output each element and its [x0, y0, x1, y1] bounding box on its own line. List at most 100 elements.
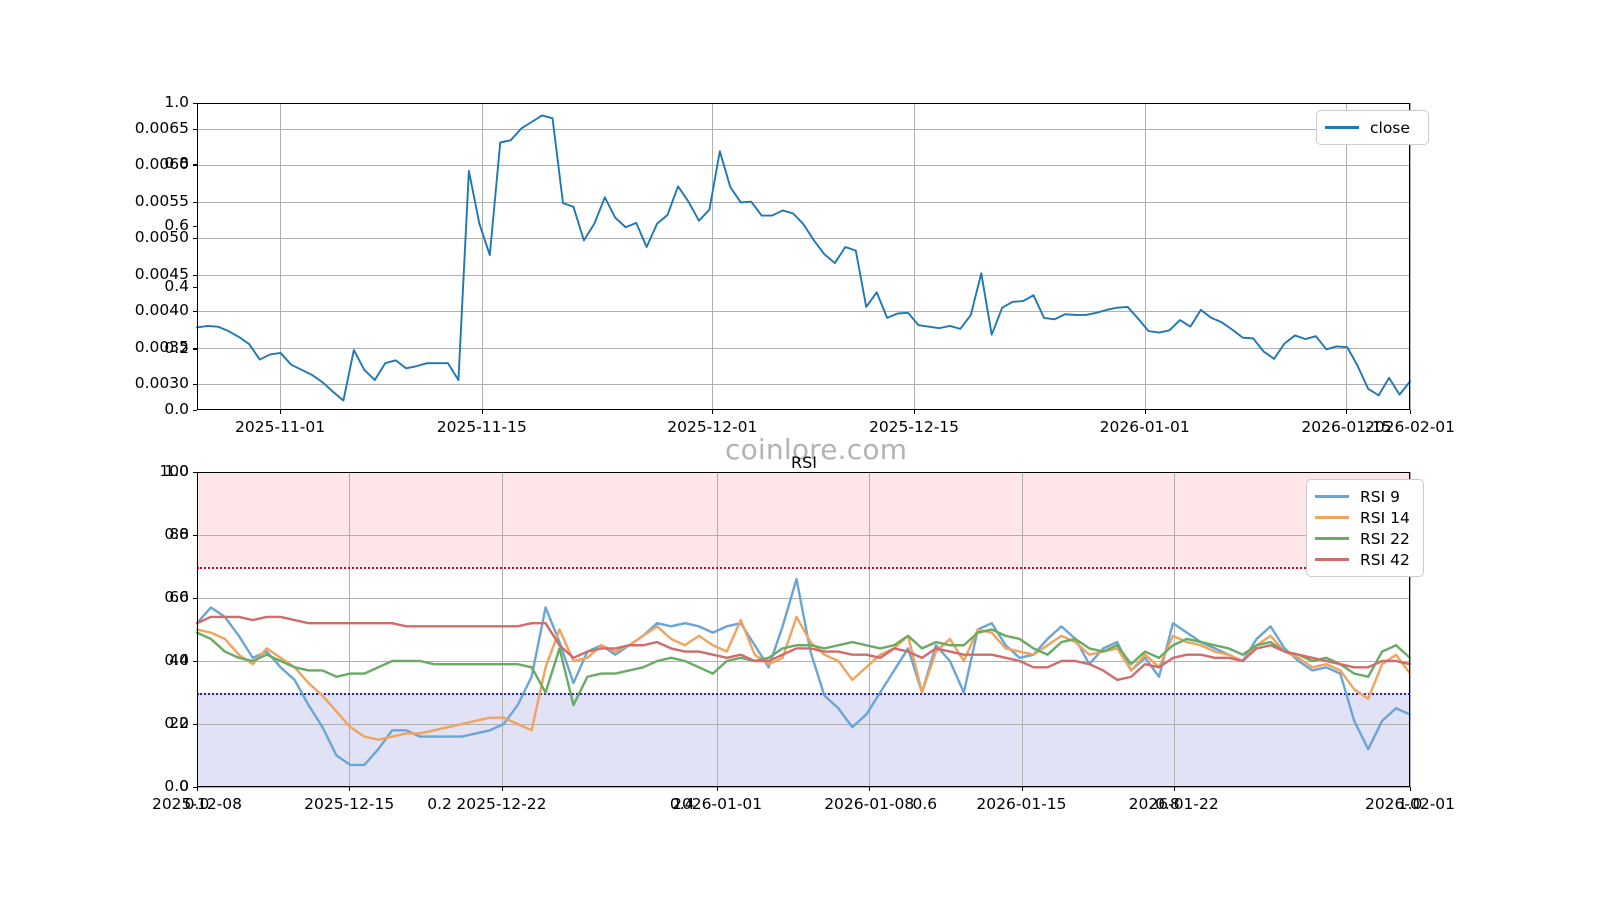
price-x-tick-label: 2025-11-15 — [436, 418, 527, 436]
gridline-horizontal — [197, 128, 1410, 130]
price-secondary-y-tick-label: 0.2 — [164, 338, 189, 357]
price-x-tick-mark — [914, 410, 915, 414]
price-y-tick-mark — [193, 311, 197, 313]
price-x-tick-mark — [1410, 410, 1411, 414]
rsi-y-tick-label: 80 — [169, 525, 189, 543]
price-y-tick-label: 0.0065 — [134, 118, 189, 137]
price-x-tick-label: 2026-02-01 — [1364, 418, 1456, 436]
gridline-horizontal — [197, 238, 1410, 240]
rsi-x-tick-mark — [717, 787, 719, 791]
gridline-vertical — [1173, 472, 1175, 787]
legend-item-1[interactable]: RSI 14 — [1315, 507, 1413, 528]
price-y-tick-label: 0.0055 — [134, 191, 189, 210]
legend-item-3[interactable]: RSI 42 — [1315, 549, 1413, 570]
gridline-horizontal — [197, 384, 1410, 386]
gridline-vertical — [1021, 472, 1023, 787]
gridline-horizontal — [197, 347, 1410, 349]
price-secondary-y-tick-label: 0.8 — [164, 154, 189, 173]
rsi-series-rsi-9 — [195, 577, 1412, 767]
rsi-series-rsi-42 — [195, 615, 1412, 682]
rsi-secondary-y-tick-mark — [193, 598, 197, 599]
rsi-secondary-x-tick-label: 1.0 — [1397, 795, 1423, 813]
rsi-x-tick-label: 2025-12-08 — [151, 795, 243, 813]
gridline-horizontal — [197, 787, 1410, 788]
legend-item-0[interactable]: close — [1325, 117, 1418, 138]
rsi-panel-title: RSI — [791, 453, 817, 472]
price-secondary-y-tick-label: 0.6 — [164, 215, 189, 234]
price-x-tick-label: 2025-12-01 — [667, 418, 758, 436]
price-series-plot — [196, 114, 1411, 402]
rsi-secondary-y-tick-mark — [193, 724, 197, 725]
rsi-x-tick-mark — [869, 787, 871, 791]
legend-label-2: RSI 22 — [1360, 529, 1410, 548]
price-x-tick-label: 2025-12-15 — [868, 418, 960, 436]
gridline-horizontal — [197, 535, 1410, 536]
rsi-band-overbought — [197, 472, 1410, 567]
legend-swatch-2 — [1315, 537, 1349, 540]
gridline-horizontal — [197, 201, 1410, 203]
rsi-x-tick-label: 2025-12-15 — [304, 795, 395, 813]
price-y-tick-mark — [193, 347, 197, 349]
legend-item-0[interactable]: RSI 9 — [1315, 486, 1413, 507]
gridline-vertical — [1144, 103, 1146, 410]
gridline-vertical — [1410, 103, 1411, 410]
rsi-chart-panel — [195, 472, 1412, 788]
rsi-x-tick-label: 2026-01-01 — [672, 795, 763, 813]
rsi-secondary-y-tick-label: 1.0 — [164, 462, 189, 480]
gridline-vertical — [349, 472, 351, 787]
legend-item-2[interactable]: RSI 22 — [1315, 528, 1413, 549]
gridline-vertical — [501, 472, 503, 787]
price-x-tick-mark — [481, 410, 483, 414]
rsi-x-tick-label: 2026-01-22 — [1128, 795, 1219, 813]
rsi-secondary-y-tick-mark — [193, 661, 197, 662]
price-y-tick-mark — [193, 128, 197, 130]
rsi-secondary-y-tick-label: 0.4 — [164, 651, 189, 669]
price-y-tick-mark — [193, 238, 197, 240]
rsi-x-tick-mark — [1173, 787, 1175, 791]
rsi-x-tick-label: 2026-01-08 — [824, 795, 915, 813]
price-legend[interactable]: close — [1316, 110, 1429, 145]
legend-swatch-0 — [1325, 126, 1359, 129]
price-y-tick-label: 0.0045 — [134, 264, 189, 283]
rsi-secondary-x-tick-label: 0.6 — [912, 795, 938, 813]
rsi-x-tick-label: 2026-01-15 — [976, 795, 1067, 813]
rsi-secondary-x-tick-label: 0.4 — [669, 795, 695, 813]
rsi-y-tick-label: 0 — [179, 777, 189, 795]
rsi-secondary-x-tick-label: 0.0 — [184, 795, 210, 813]
rsi-legend[interactable]: RSI 9 RSI 14 RSI 22 RSI 42 — [1306, 479, 1424, 577]
price-secondary-y-tick-mark — [193, 225, 197, 227]
gridline-horizontal — [197, 724, 1410, 725]
rsi-series-rsi-14 — [195, 615, 1412, 741]
price-secondary-y-tick-mark — [193, 103, 197, 104]
legend-label-0: RSI 9 — [1360, 487, 1400, 506]
rsi-secondary-y-tick-label: 0.2 — [164, 714, 189, 732]
rsi-secondary-y-tick-label: 0.8 — [164, 525, 189, 543]
price-y-tick-label: 0.0030 — [134, 374, 189, 393]
price-secondary-y-tick-label: 1.0 — [164, 93, 189, 111]
gridline-horizontal — [197, 311, 1410, 313]
rsi-x-tick-mark — [501, 787, 503, 791]
price-y-tick-label: 0.0060 — [134, 155, 189, 174]
price-secondary-y-tick-mark — [193, 164, 197, 166]
price-x-tick-mark — [1144, 410, 1146, 414]
price-chart-panel — [196, 103, 1411, 410]
gridline-horizontal — [197, 661, 1410, 662]
legend-swatch-3 — [1315, 558, 1349, 561]
legend-swatch-0 — [1315, 495, 1349, 498]
rsi-threshold-30 — [197, 692, 1410, 695]
rsi-secondary-y-tick-mark — [193, 787, 197, 788]
gridline-vertical — [481, 103, 483, 410]
price-series-0 — [196, 114, 1411, 402]
legend-label-3: RSI 42 — [1360, 550, 1410, 569]
price-y-tick-label: 0.0035 — [134, 337, 189, 356]
rsi-secondary-y-tick-label: 0.6 — [164, 588, 189, 606]
rsi-threshold-70 — [197, 566, 1410, 569]
gridline-horizontal — [197, 274, 1410, 276]
rsi-x-tick-mark — [1410, 787, 1411, 791]
price-x-tick-label: 2025-11-01 — [235, 418, 326, 436]
gridline-vertical — [712, 103, 714, 410]
watermark: coinlore.com — [725, 433, 908, 466]
price-y-tick-mark — [193, 201, 197, 203]
gridline-vertical — [1346, 103, 1348, 410]
